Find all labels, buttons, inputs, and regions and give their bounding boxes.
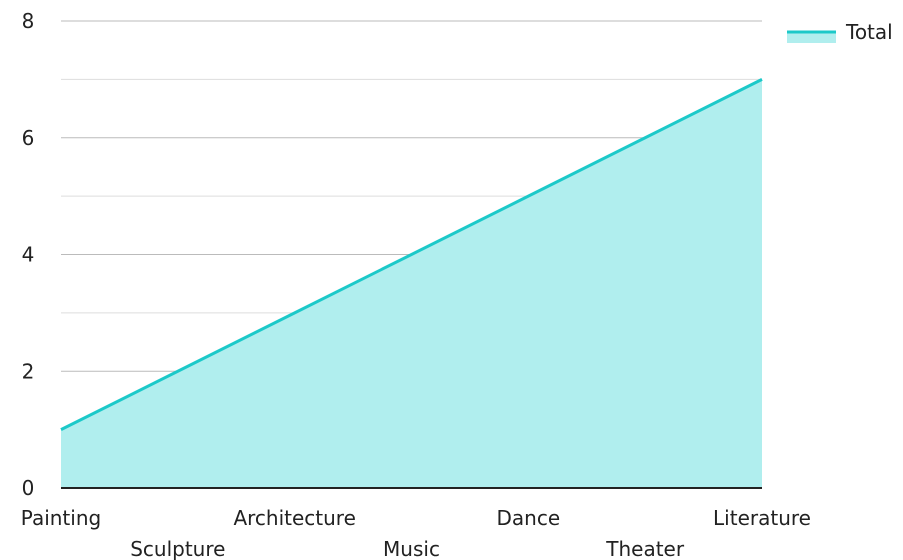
x-tick-label: Architecture (233, 506, 355, 530)
x-tick-label: Music (383, 537, 440, 560)
y-tick-label: 8 (22, 9, 35, 33)
legend-label: Total (845, 20, 893, 44)
x-tick-label: Dance (497, 506, 561, 530)
y-tick-label: 2 (22, 359, 35, 383)
area-layer (60, 78, 763, 488)
y-tick-label: 6 (22, 126, 35, 150)
x-tick-label: Theater (605, 537, 685, 560)
y-tick-label: 0 (22, 476, 35, 500)
x-tick-label: Literature (713, 506, 811, 530)
series-line (60, 78, 763, 431)
x-tick-label: Sculpture (130, 537, 225, 560)
series-area-fill (61, 79, 762, 488)
y-tick-label: 4 (22, 243, 35, 267)
label-layer: 0 2 4 6 8 Painting Sculpture Architecture Music D… (21, 9, 811, 560)
legend: Total (787, 20, 893, 44)
legend-swatch-fill (787, 32, 836, 43)
x-tick-label: Painting (21, 506, 101, 530)
